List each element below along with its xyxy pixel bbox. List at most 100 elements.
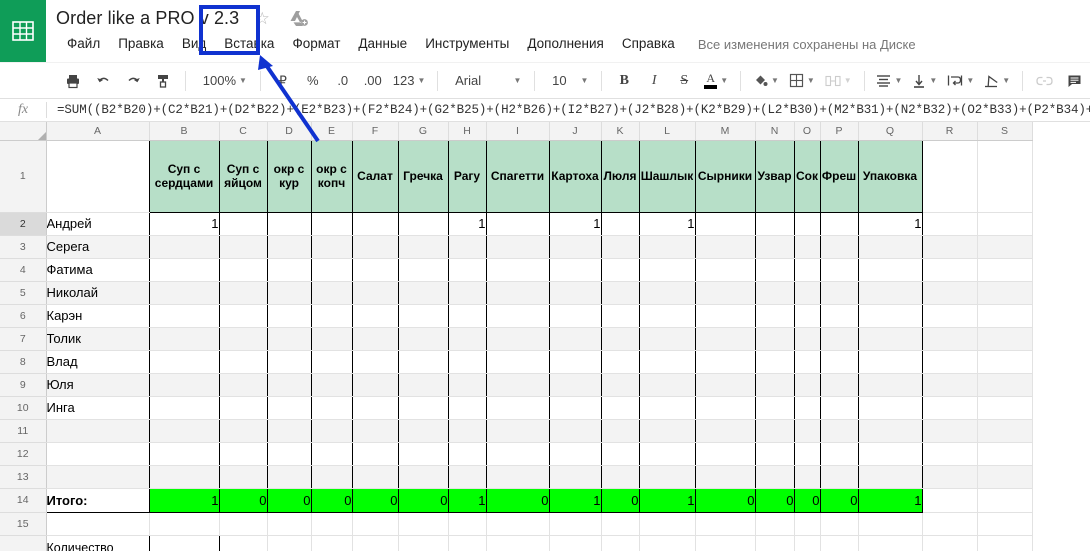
order-cell-k13[interactable] bbox=[600, 465, 640, 489]
total-row[interactable]: 14 Итого: 1 0 0 0 0 0 1 0 1 0 1 0 0 0 0 1 bbox=[0, 487, 1033, 513]
menu-insert[interactable]: Вставка bbox=[224, 36, 275, 51]
order-cell-p4[interactable] bbox=[819, 258, 859, 282]
people-count-value[interactable]: 1 bbox=[148, 534, 220, 551]
order-cell-b13[interactable] bbox=[148, 465, 220, 489]
order-cell-g12[interactable] bbox=[397, 442, 449, 466]
row-header-11[interactable]: 11 bbox=[0, 419, 47, 443]
order-cell-k10[interactable] bbox=[600, 396, 640, 420]
order-cell-o4[interactable] bbox=[793, 258, 821, 282]
cell-s16[interactable] bbox=[977, 535, 1033, 551]
column-header-n[interactable]: N bbox=[755, 122, 795, 141]
order-cell-k3[interactable] bbox=[600, 235, 640, 259]
cell-k15[interactable] bbox=[601, 512, 640, 536]
order-cell-n4[interactable] bbox=[754, 258, 795, 282]
dish-header-h[interactable]: Рагу bbox=[447, 139, 487, 213]
column-header-a[interactable]: A bbox=[46, 122, 150, 141]
order-cell-n6[interactable] bbox=[754, 304, 795, 328]
order-cell-j4[interactable] bbox=[548, 258, 602, 282]
order-cell-g7[interactable] bbox=[397, 327, 449, 351]
order-cell-k8[interactable] bbox=[600, 350, 640, 374]
row-header-3[interactable]: 3 bbox=[0, 235, 47, 259]
table-row[interactable]: 9 Юля bbox=[0, 373, 1033, 397]
order-cell-k5[interactable] bbox=[600, 281, 640, 305]
italic-button[interactable]: I bbox=[651, 72, 657, 88]
total-value-f[interactable]: 0 bbox=[351, 487, 399, 513]
order-cell-g2[interactable] bbox=[397, 212, 449, 236]
row-header-1[interactable]: 1 bbox=[0, 140, 47, 213]
increase-decimals-button[interactable]: .00 bbox=[363, 73, 382, 88]
order-cell-k4[interactable] bbox=[600, 258, 640, 282]
insert-link-icon[interactable] bbox=[1033, 69, 1057, 93]
cell-a1[interactable] bbox=[46, 140, 150, 213]
order-cell-g6[interactable] bbox=[397, 304, 449, 328]
order-cell-q6[interactable] bbox=[857, 304, 923, 328]
dish-header-i[interactable]: Спагетти bbox=[485, 139, 550, 213]
cell-o16[interactable] bbox=[794, 535, 821, 551]
cell-k16[interactable] bbox=[601, 535, 640, 551]
cell-r5[interactable] bbox=[922, 281, 978, 305]
order-cell-l3[interactable] bbox=[638, 235, 696, 259]
bold-button[interactable]: B bbox=[619, 72, 629, 88]
order-cell-c5[interactable] bbox=[218, 281, 268, 305]
cell-i16[interactable] bbox=[486, 535, 550, 551]
order-cell-e13[interactable] bbox=[310, 465, 353, 489]
menu-format[interactable]: Формат bbox=[292, 36, 341, 51]
order-cell-o2[interactable] bbox=[793, 212, 821, 236]
table-row[interactable]: 5 Николай bbox=[0, 281, 1033, 305]
order-cell-l9[interactable] bbox=[638, 373, 696, 397]
column-header-e[interactable]: E bbox=[311, 122, 353, 141]
order-cell-m4[interactable] bbox=[694, 258, 756, 282]
order-cell-d8[interactable] bbox=[266, 350, 312, 374]
cell-r14[interactable] bbox=[922, 488, 978, 513]
borders-button[interactable]: ▼ bbox=[787, 69, 817, 93]
order-cell-q8[interactable] bbox=[857, 350, 923, 374]
order-cell-d2[interactable] bbox=[266, 212, 312, 236]
order-cell-b7[interactable] bbox=[148, 327, 220, 351]
order-cell-d6[interactable] bbox=[266, 304, 312, 328]
total-value-o[interactable]: 0 bbox=[793, 487, 821, 513]
order-cell-c11[interactable] bbox=[218, 419, 268, 443]
cell-o15[interactable] bbox=[794, 512, 821, 536]
cell-s7[interactable] bbox=[977, 327, 1033, 351]
order-cell-n9[interactable] bbox=[754, 373, 795, 397]
order-cell-o9[interactable] bbox=[793, 373, 821, 397]
dish-header-g[interactable]: Гречка bbox=[397, 139, 449, 213]
order-cell-p5[interactable] bbox=[819, 281, 859, 305]
column-header-c[interactable]: C bbox=[219, 122, 268, 141]
cell-l15[interactable] bbox=[639, 512, 696, 536]
order-cell-i10[interactable] bbox=[485, 396, 550, 420]
order-cell-b3[interactable] bbox=[148, 235, 220, 259]
cell-r11[interactable] bbox=[922, 419, 978, 443]
zoom-selector[interactable]: 100% ▼ bbox=[195, 69, 251, 93]
order-cell-i5[interactable] bbox=[485, 281, 550, 305]
total-value-i[interactable]: 0 bbox=[485, 487, 550, 513]
cell-m15[interactable] bbox=[695, 512, 756, 536]
order-cell-k9[interactable] bbox=[600, 373, 640, 397]
row-header-12[interactable]: 12 bbox=[0, 442, 47, 466]
order-cell-j11[interactable] bbox=[548, 419, 602, 443]
order-cell-f7[interactable] bbox=[351, 327, 399, 351]
order-cell-n10[interactable] bbox=[754, 396, 795, 420]
drive-add-icon[interactable] bbox=[285, 5, 311, 31]
column-header-h[interactable]: H bbox=[448, 122, 487, 141]
order-cell-g3[interactable] bbox=[397, 235, 449, 259]
order-cell-p7[interactable] bbox=[819, 327, 859, 351]
order-cell-j2[interactable]: 1 bbox=[548, 212, 602, 236]
order-cell-c8[interactable] bbox=[218, 350, 268, 374]
column-header-p[interactable]: P bbox=[820, 122, 859, 141]
total-value-b[interactable]: 1 bbox=[148, 487, 220, 513]
menu-addons[interactable]: Дополнения bbox=[527, 36, 604, 51]
merge-cells-button[interactable]: ▼ bbox=[823, 69, 854, 93]
strikethrough-button[interactable]: S bbox=[680, 72, 689, 88]
order-cell-h7[interactable] bbox=[447, 327, 487, 351]
paint-format-icon[interactable] bbox=[151, 69, 175, 93]
order-cell-c9[interactable] bbox=[218, 373, 268, 397]
table-row[interactable]: 8 Влад bbox=[0, 350, 1033, 374]
order-cell-l6[interactable] bbox=[638, 304, 696, 328]
dish-header-n[interactable]: Узвар bbox=[754, 139, 795, 213]
order-cell-j12[interactable] bbox=[548, 442, 602, 466]
order-cell-m5[interactable] bbox=[694, 281, 756, 305]
order-cell-q4[interactable] bbox=[857, 258, 923, 282]
text-color-button[interactable]: A ▼ bbox=[702, 69, 730, 93]
order-cell-g13[interactable] bbox=[397, 465, 449, 489]
